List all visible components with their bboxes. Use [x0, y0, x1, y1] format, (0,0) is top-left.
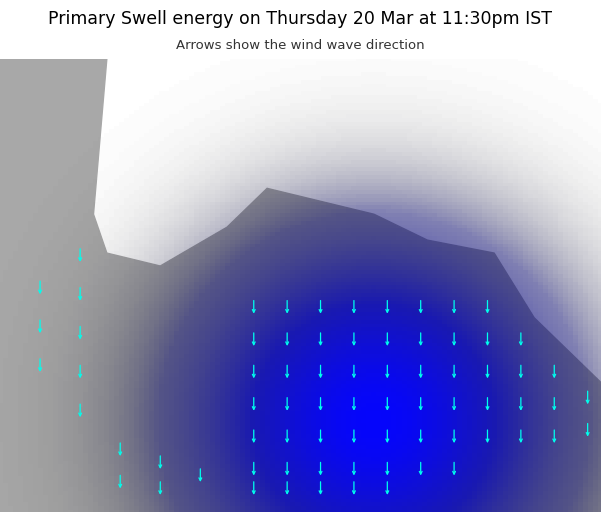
- Text: Primary Swell energy on Thursday 20 Mar at 11:30pm IST: Primary Swell energy on Thursday 20 Mar …: [49, 10, 552, 28]
- Polygon shape: [0, 59, 601, 512]
- Text: Arrows show the wind wave direction: Arrows show the wind wave direction: [176, 39, 425, 52]
